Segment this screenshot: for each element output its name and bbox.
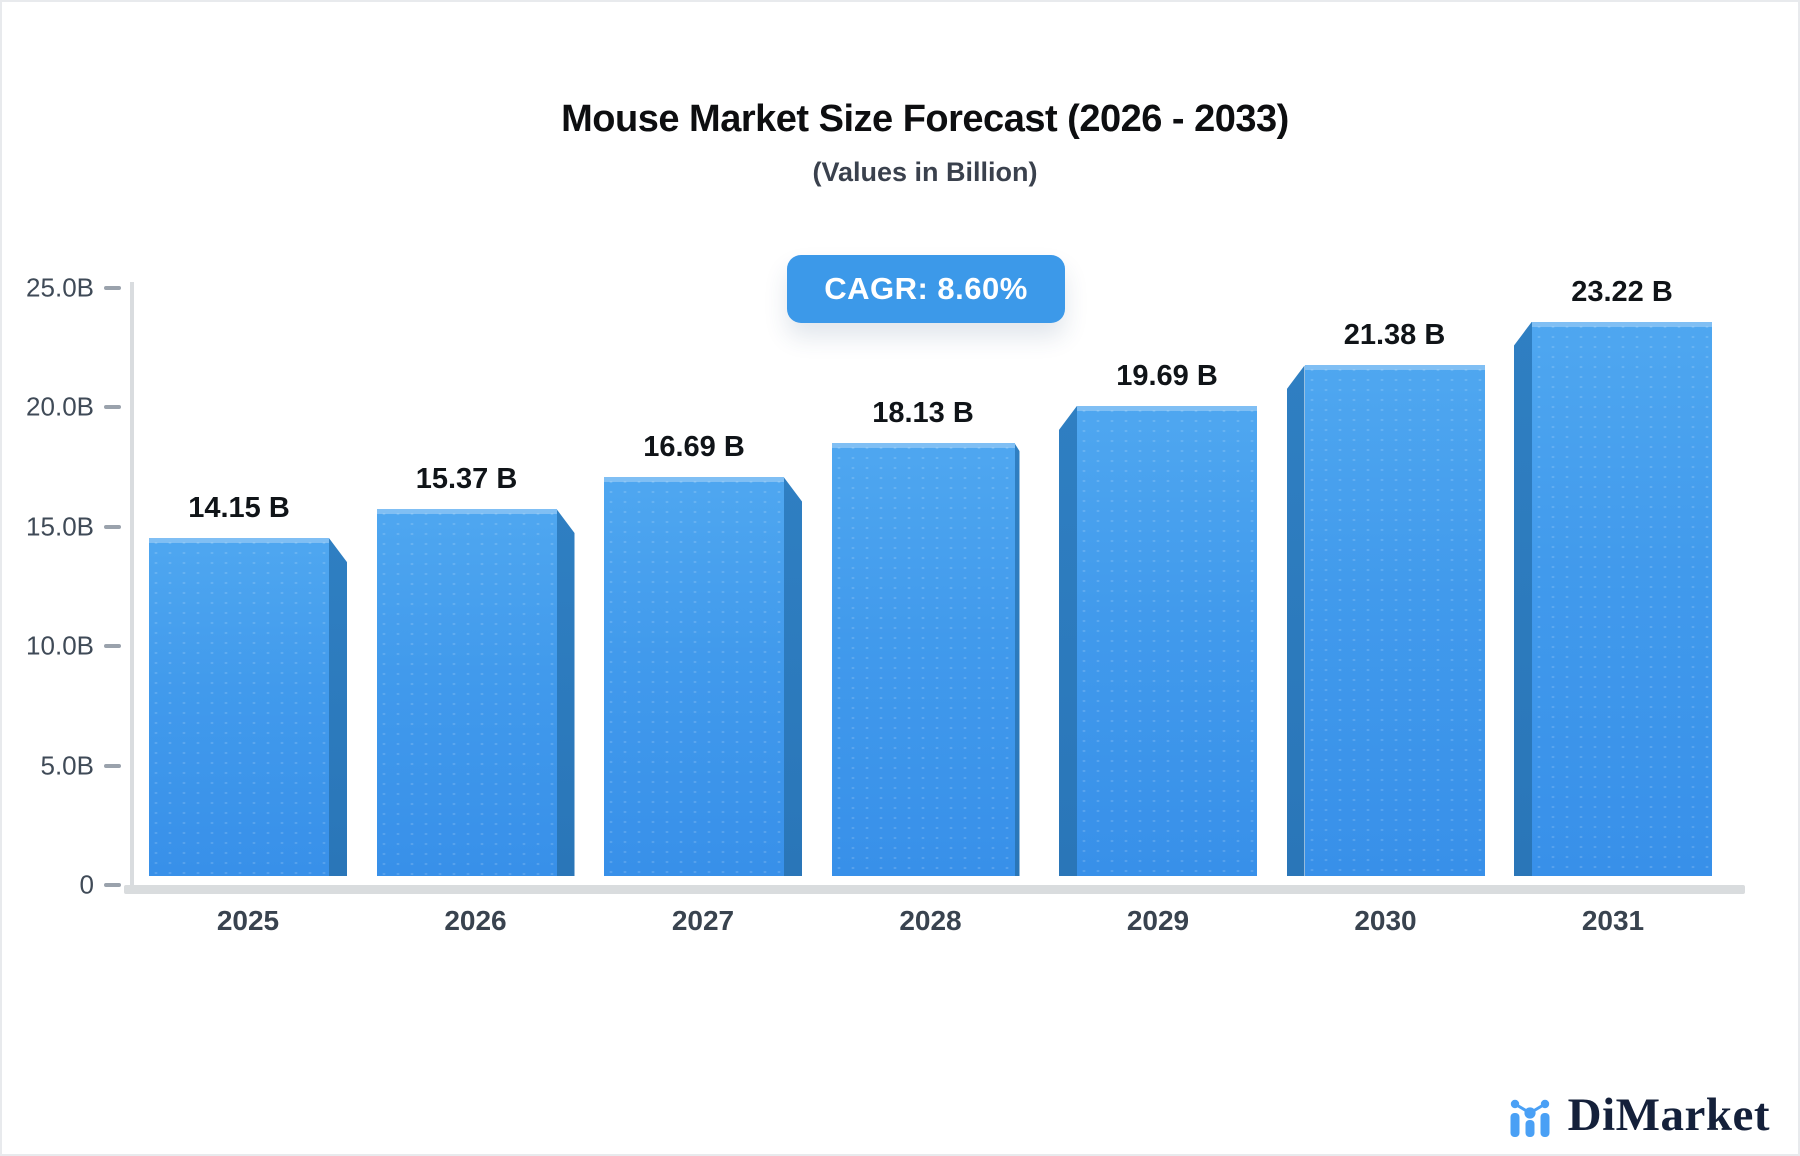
bar-face	[376, 508, 557, 877]
bar-face	[831, 443, 1015, 876]
bar-side-3d	[1014, 443, 1020, 876]
x-axis-baseline	[124, 885, 1745, 894]
bar-2030[interactable]: 21.38 B	[1286, 319, 1485, 876]
y-tick-label: 0	[79, 869, 94, 900]
y-tick-label: 25.0B	[26, 272, 94, 303]
y-tick-mark	[104, 286, 121, 290]
chart-header: Mouse Market Size Forecast (2026 - 2033)…	[50, 0, 1800, 188]
x-axis-label-2027: 2027	[671, 905, 735, 936]
y-tick-label: 10.0B	[26, 630, 94, 661]
y-axis-line	[130, 282, 134, 885]
bar-value-label: 16.69 B	[643, 431, 745, 464]
bar-value-label: 23.22 B	[1571, 275, 1673, 308]
bar-2028[interactable]: 18.13 B	[831, 397, 1030, 876]
bar-side-3d	[784, 477, 802, 876]
bar-value-label: 21.38 B	[1343, 319, 1446, 352]
y-tick-mark	[104, 644, 121, 649]
bar-2027[interactable]: 16.69 B	[604, 431, 802, 876]
bar-value-label: 19.69 B	[1116, 359, 1218, 392]
y-tick-mark	[104, 883, 121, 887]
bar-face	[1304, 365, 1485, 876]
cagr-badge-label: CAGR: 8.60%	[824, 271, 1028, 306]
y-tick-label: 5.0B	[40, 750, 95, 781]
bar-2029[interactable]: 19.69 B	[1059, 360, 1257, 877]
bar-value-label: 15.37 B	[415, 462, 518, 495]
bar-side-3d	[329, 538, 347, 876]
chart-subtitle: (Values in Billion)	[812, 157, 1038, 187]
x-axis-label-2030: 2030	[1354, 905, 1417, 936]
bar-side-3d	[1514, 321, 1532, 876]
brand-logo: DiMarket	[1508, 1088, 1770, 1142]
x-axis-label-2028: 2028	[899, 905, 962, 936]
y-tick-label: 20.0B	[26, 391, 94, 422]
dimarket-logo-icon	[1510, 1099, 1550, 1137]
x-axis-label-2029: 2029	[1126, 905, 1190, 936]
bar-face	[604, 477, 784, 876]
x-axis-label-2025: 2025	[216, 905, 280, 936]
bar-side-3d	[1059, 405, 1077, 876]
bar-side-3d	[556, 508, 575, 876]
cagr-badge: CAGR: 8.60%	[787, 255, 1065, 323]
bar-2025[interactable]: 14.15 B	[149, 492, 347, 876]
chart-title: Mouse Market Size Forecast (2026 - 2033)	[561, 98, 1289, 140]
x-axis-label-2026: 2026	[444, 905, 507, 936]
bar-face	[1532, 321, 1712, 877]
x-axis-label-2031: 2031	[1581, 905, 1645, 936]
y-tick-label: 15.0B	[26, 511, 94, 542]
brand-name: DiMarket	[1567, 1089, 1770, 1141]
bar-2026[interactable]: 15.37 B	[376, 463, 575, 877]
bar-face	[149, 538, 329, 876]
y-tick-mark	[104, 405, 121, 410]
y-tick-mark	[104, 763, 121, 768]
bar-2031[interactable]: 23.22 B	[1514, 276, 1712, 877]
plot-area: 0 5.0B 10.0B 15.0B 20.0B 25.0B 14.15 B 15.37 B…	[26, 273, 1745, 936]
bar-value-label: 18.13 B	[872, 397, 974, 430]
y-tick-mark	[104, 524, 121, 529]
bar-side-3d	[1286, 365, 1305, 876]
bar-face	[1077, 405, 1257, 877]
bar-value-label: 14.15 B	[188, 492, 290, 525]
